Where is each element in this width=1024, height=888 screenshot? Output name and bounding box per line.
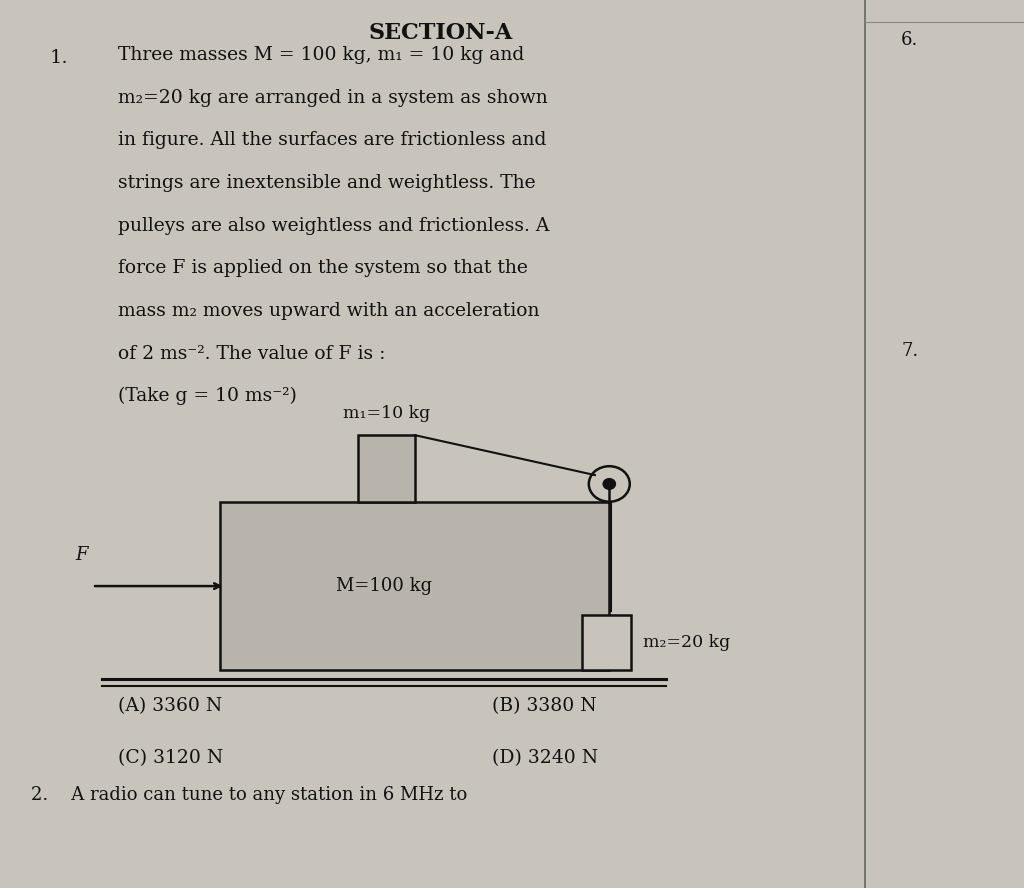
Text: Three masses M = 100 kg, m₁ = 10 kg and: Three masses M = 100 kg, m₁ = 10 kg and: [118, 46, 524, 64]
Text: M=100 kg: M=100 kg: [336, 577, 432, 595]
Text: 6.: 6.: [901, 31, 919, 49]
Text: 7.: 7.: [901, 342, 919, 360]
Text: 1.: 1.: [49, 49, 68, 67]
Text: pulleys are also weightless and frictionless. A: pulleys are also weightless and friction…: [118, 217, 549, 234]
Text: (B) 3380 N: (B) 3380 N: [492, 697, 596, 715]
Circle shape: [603, 479, 615, 489]
Text: (C) 3120 N: (C) 3120 N: [118, 749, 223, 766]
Text: (D) 3240 N: (D) 3240 N: [492, 749, 598, 766]
Text: m₂=20 kg: m₂=20 kg: [643, 634, 730, 652]
Text: F: F: [76, 546, 88, 564]
Text: in figure. All the surfaces are frictionless and: in figure. All the surfaces are friction…: [118, 131, 546, 149]
Text: strings are inextensible and weightless. The: strings are inextensible and weightless.…: [118, 174, 536, 192]
FancyBboxPatch shape: [358, 435, 415, 502]
Text: 2.    A radio can tune to any station in 6 MHz to: 2. A radio can tune to any station in 6 …: [31, 786, 467, 804]
Text: mass m₂ moves upward with an acceleration: mass m₂ moves upward with an acceleratio…: [118, 302, 540, 320]
FancyBboxPatch shape: [220, 502, 609, 670]
Text: (Take g = 10 ms⁻²): (Take g = 10 ms⁻²): [118, 387, 297, 406]
Text: (A) 3360 N: (A) 3360 N: [118, 697, 222, 715]
FancyBboxPatch shape: [582, 615, 631, 670]
Text: m₂=20 kg are arranged in a system as shown: m₂=20 kg are arranged in a system as sho…: [118, 89, 548, 107]
Text: m₁=10 kg: m₁=10 kg: [343, 405, 430, 422]
Text: force F is applied on the system so that the: force F is applied on the system so that…: [118, 259, 527, 277]
Text: SECTION-A: SECTION-A: [369, 22, 512, 44]
Text: of 2 ms⁻². The value of F is :: of 2 ms⁻². The value of F is :: [118, 345, 385, 362]
